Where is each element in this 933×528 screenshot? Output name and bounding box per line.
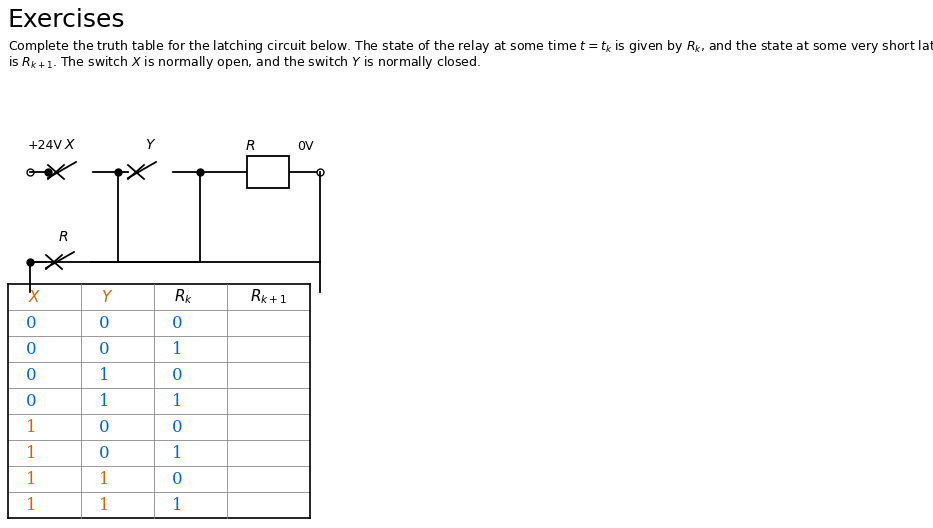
Text: 0: 0 bbox=[26, 341, 37, 357]
Text: 1: 1 bbox=[173, 445, 183, 461]
Text: $Y$: $Y$ bbox=[145, 138, 156, 152]
Text: 1: 1 bbox=[26, 496, 37, 514]
Text: 0: 0 bbox=[173, 470, 183, 487]
Text: $R_{k+1}$: $R_{k+1}$ bbox=[250, 288, 288, 306]
Text: 1: 1 bbox=[26, 419, 37, 436]
Text: 1: 1 bbox=[99, 392, 110, 410]
Text: Exercises: Exercises bbox=[8, 8, 126, 32]
Text: 0: 0 bbox=[173, 419, 183, 436]
Text: 1: 1 bbox=[26, 470, 37, 487]
Text: Complete the truth table for the latching circuit below. The state of the relay : Complete the truth table for the latchin… bbox=[8, 38, 933, 55]
Text: $R_k$: $R_k$ bbox=[174, 288, 193, 306]
Bar bbox=[247, 156, 289, 188]
Text: $Y$: $Y$ bbox=[102, 289, 114, 305]
Text: 0: 0 bbox=[173, 315, 183, 332]
Text: $R$: $R$ bbox=[244, 139, 255, 153]
Text: $R$: $R$ bbox=[59, 230, 69, 244]
Text: 1: 1 bbox=[173, 392, 183, 410]
Text: 1: 1 bbox=[99, 366, 110, 383]
Text: 1: 1 bbox=[26, 445, 37, 461]
Text: 0: 0 bbox=[26, 366, 37, 383]
Text: 1: 1 bbox=[99, 496, 110, 514]
Text: $X$: $X$ bbox=[28, 289, 42, 305]
Text: 0: 0 bbox=[99, 341, 110, 357]
Text: 0: 0 bbox=[173, 366, 183, 383]
Text: 1: 1 bbox=[173, 496, 183, 514]
Text: $X$: $X$ bbox=[64, 138, 77, 152]
Text: 0: 0 bbox=[26, 315, 37, 332]
Text: 0: 0 bbox=[26, 392, 37, 410]
Text: 0: 0 bbox=[99, 419, 110, 436]
Text: 1: 1 bbox=[173, 341, 183, 357]
Text: 0V: 0V bbox=[297, 140, 313, 153]
Text: 0: 0 bbox=[99, 445, 110, 461]
Text: +24V: +24V bbox=[28, 139, 63, 152]
Text: 0: 0 bbox=[99, 315, 110, 332]
Text: 1: 1 bbox=[99, 470, 110, 487]
Text: is $R_{k+1}$. The switch $X$ is normally open, and the switch $Y$ is normally cl: is $R_{k+1}$. The switch $X$ is normally… bbox=[8, 54, 480, 71]
